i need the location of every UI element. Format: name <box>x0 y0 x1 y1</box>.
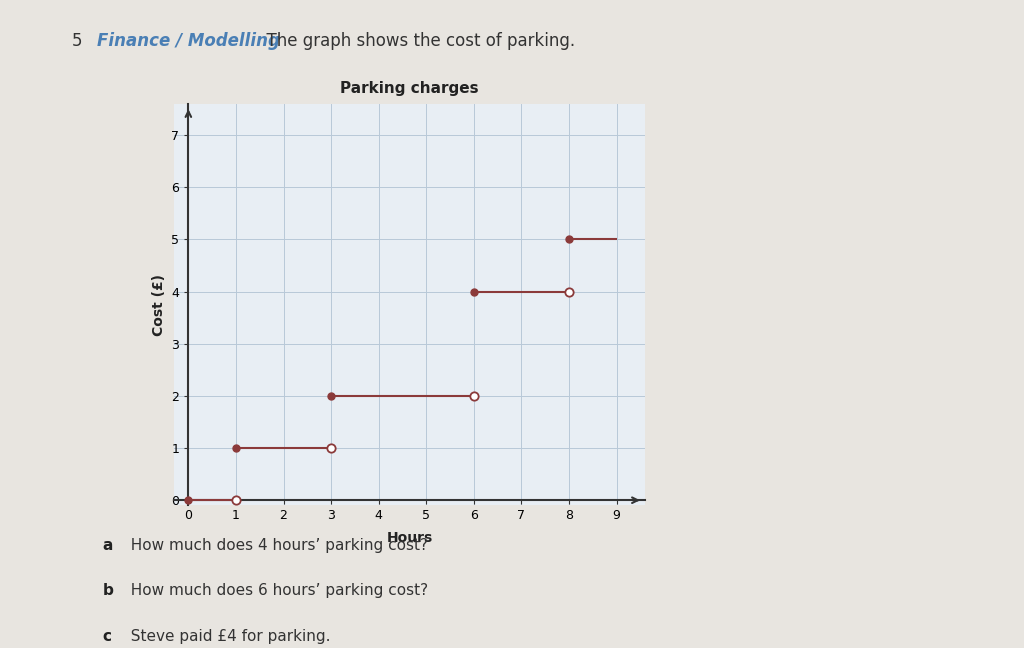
Text: a: a <box>102 538 113 553</box>
Title: Parking charges: Parking charges <box>340 80 479 95</box>
Text: The graph shows the cost of parking.: The graph shows the cost of parking. <box>256 32 575 51</box>
Text: c: c <box>102 629 112 643</box>
X-axis label: Hours: Hours <box>386 531 433 544</box>
Text: b: b <box>102 583 114 598</box>
Text: How much does 4 hours’ parking cost?: How much does 4 hours’ parking cost? <box>121 538 428 553</box>
Text: How much does 6 hours’ parking cost?: How much does 6 hours’ parking cost? <box>121 583 428 598</box>
Text: Finance / Modelling: Finance / Modelling <box>97 32 281 51</box>
Text: Steve paid £4 for parking.: Steve paid £4 for parking. <box>121 629 331 643</box>
Y-axis label: Cost (£): Cost (£) <box>152 273 166 336</box>
Text: 5: 5 <box>72 32 87 51</box>
